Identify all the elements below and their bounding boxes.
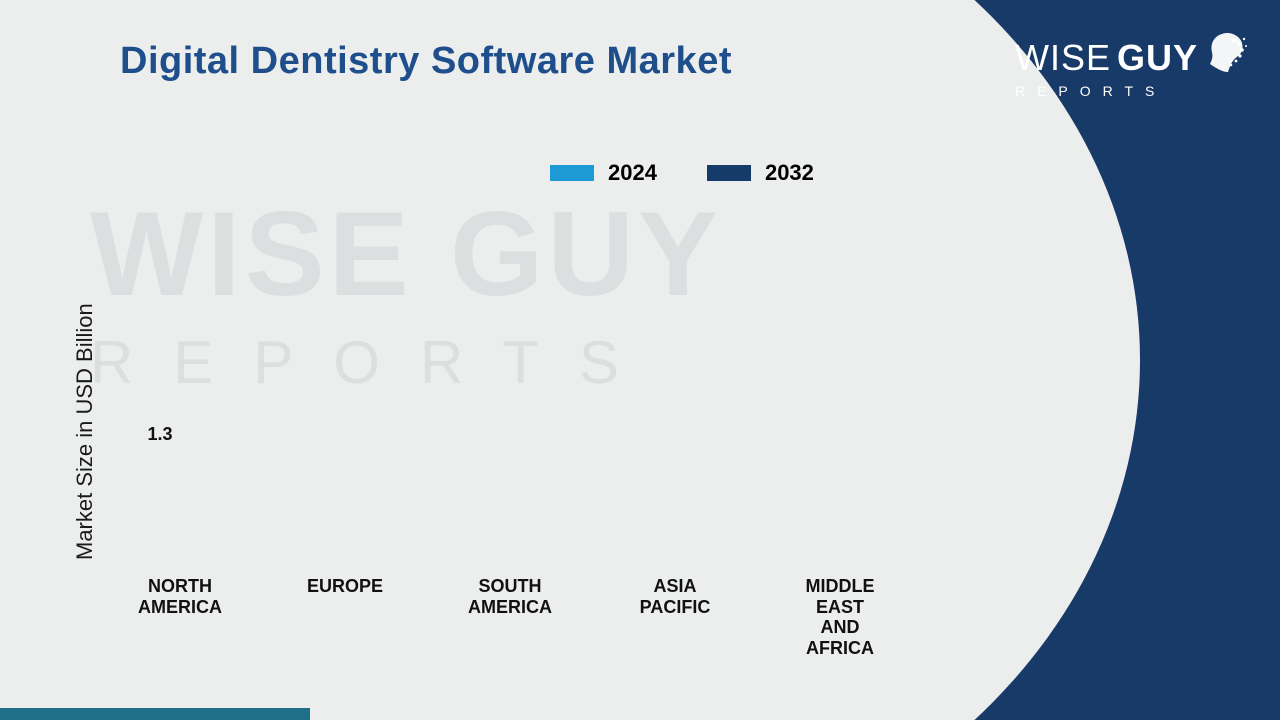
x-axis-category-label: NORTHAMERICA <box>110 576 250 617</box>
brand-head-icon <box>1204 30 1250 85</box>
brand-logo: WISE GUY REPOR <box>1015 30 1250 99</box>
page-title: Digital Dentistry Software Market <box>120 40 732 83</box>
legend-item: 2032 <box>707 160 814 186</box>
x-axis-category-label: MIDDLEEASTANDAFRICA <box>770 576 910 659</box>
bar-value-label: 1.3 <box>140 424 180 445</box>
chart-legend: 2024 2032 <box>550 160 814 186</box>
x-axis-category-label: EUROPE <box>275 576 415 597</box>
brand-logo-line1: WISE GUY <box>1015 30 1250 85</box>
legend-item: 2024 <box>550 160 657 186</box>
legend-swatch <box>550 165 594 181</box>
brand-word-wise: WISE <box>1015 37 1111 79</box>
x-axis-category-label: ASIAPACIFIC <box>605 576 745 617</box>
bottom-accent-strip <box>0 708 310 720</box>
legend-swatch <box>707 165 751 181</box>
brand-logo-line2: REPORTS <box>1015 83 1250 99</box>
stage: WISE GUY REPORTS Digital Dentistry Softw… <box>0 0 1280 720</box>
x-axis-category-label: SOUTHAMERICA <box>440 576 580 617</box>
y-axis-label: Market Size in USD Billion <box>72 303 98 560</box>
brand-word-guy: GUY <box>1117 37 1198 79</box>
legend-label: 2024 <box>608 160 657 186</box>
legend-label: 2032 <box>765 160 814 186</box>
